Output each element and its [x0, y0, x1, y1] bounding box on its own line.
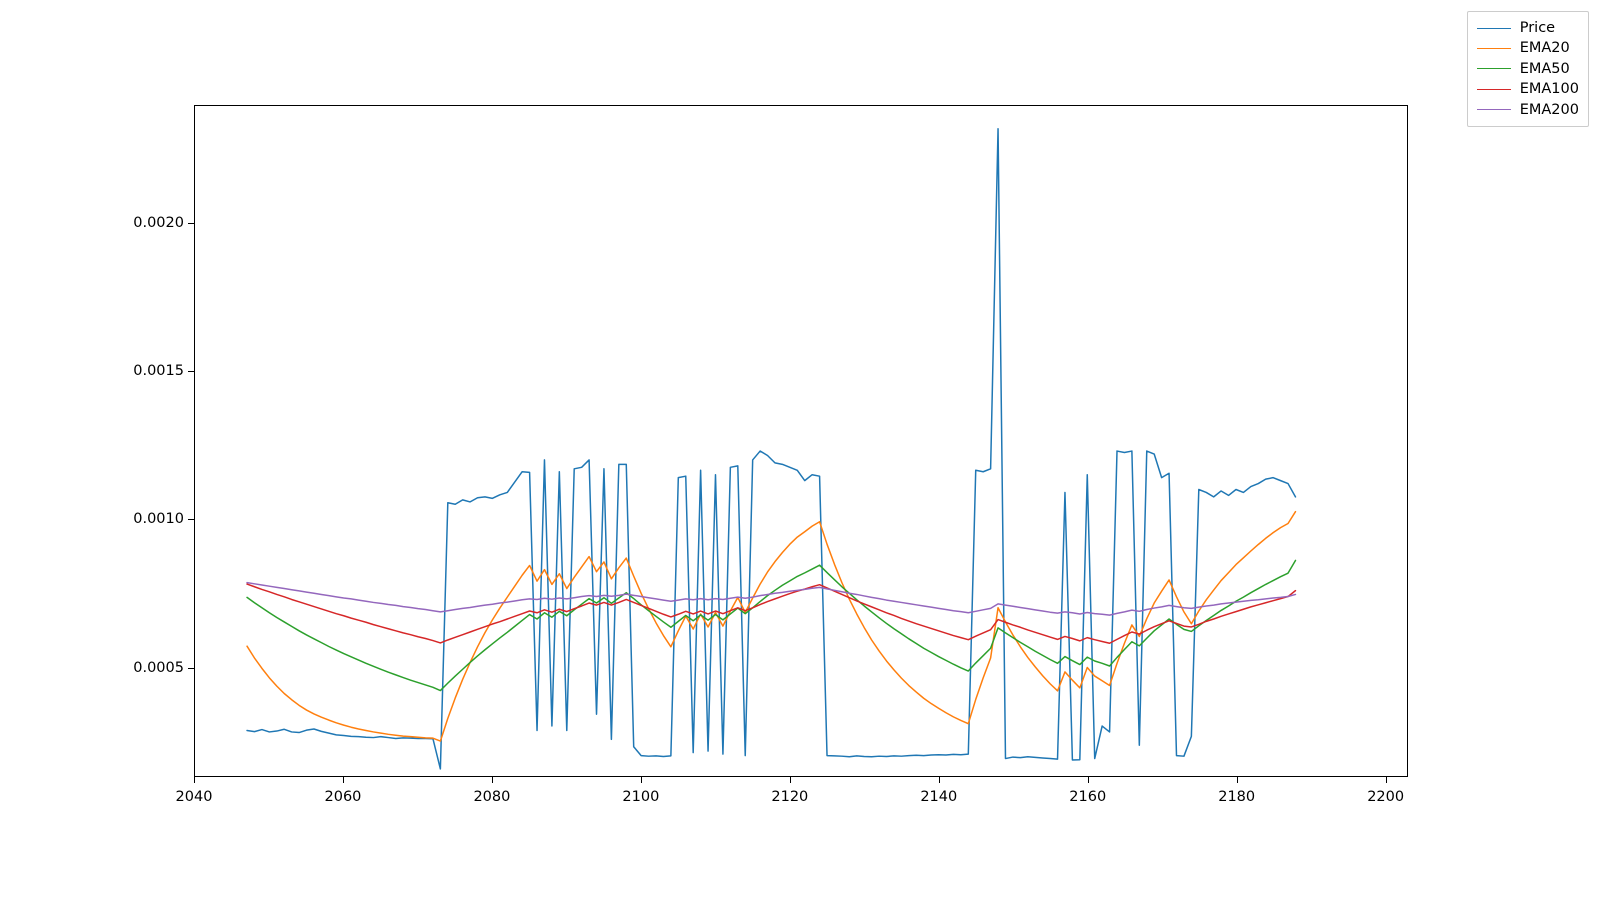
series-line-ema50: [246, 559, 1297, 692]
series-canvas: [246, 128, 1297, 770]
series-line-ema200: [246, 581, 1297, 616]
x-tick-mark: [640, 777, 642, 783]
legend-swatch-ema200: [1476, 109, 1511, 111]
x-tick-label: 2200: [1367, 789, 1405, 805]
series-line-ema100: [246, 583, 1297, 644]
x-tick-label: 2080: [473, 789, 511, 805]
x-tick-label: 2040: [175, 789, 213, 805]
legend-label: Price: [1519, 19, 1556, 36]
x-tick-mark: [938, 777, 940, 783]
y-tick-mark: [188, 667, 194, 669]
x-tick-label: 2160: [1069, 789, 1107, 805]
x-tick-label: 2100: [622, 789, 660, 805]
y-tick-mark: [188, 222, 194, 224]
x-tick-label: 2120: [771, 789, 809, 805]
x-tick-mark: [1385, 777, 1387, 783]
legend-item-price[interactable]: Price: [1476, 18, 1579, 38]
x-tick-mark: [1087, 777, 1089, 783]
legend-item-ema20[interactable]: EMA20: [1476, 38, 1579, 58]
y-tick-label: 0.0010: [133, 511, 184, 528]
legend-label: EMA20: [1519, 40, 1570, 57]
x-tick-mark: [342, 777, 345, 783]
y-tick-label: 0.0015: [133, 363, 184, 379]
x-tick-label: 2140: [920, 789, 958, 805]
y-tick-label: 0.0020: [133, 214, 184, 231]
legend-item-ema100[interactable]: EMA100: [1476, 79, 1579, 99]
legend-swatch-ema50: [1476, 68, 1511, 70]
legend-label: EMA200: [1519, 101, 1579, 118]
x-tick-mark: [491, 777, 493, 783]
plot-area: [194, 105, 1408, 777]
y-tick-label: 0.0005: [133, 659, 184, 676]
x-tick-mark: [1236, 777, 1238, 783]
legend-swatch-ema20: [1476, 48, 1511, 50]
legend-swatch-ema100: [1476, 88, 1511, 90]
legend-item-ema200[interactable]: EMA200: [1476, 100, 1579, 120]
x-tick-mark: [194, 777, 196, 783]
legend-label: EMA50: [1519, 60, 1570, 77]
x-tick-label: 2180: [1218, 789, 1256, 805]
legend-item-ema50[interactable]: EMA50: [1476, 59, 1579, 79]
series-line-price: [246, 128, 1297, 770]
y-tick-mark: [188, 371, 194, 373]
chart-legend: Price EMA20 EMA50 EMA100 EMA200: [1466, 11, 1589, 127]
x-tick-mark: [789, 777, 791, 783]
legend-label: EMA100: [1519, 81, 1579, 98]
legend-swatch-price: [1476, 27, 1511, 29]
y-tick-mark: [188, 519, 194, 521]
x-tick-label: 2060: [324, 789, 362, 805]
